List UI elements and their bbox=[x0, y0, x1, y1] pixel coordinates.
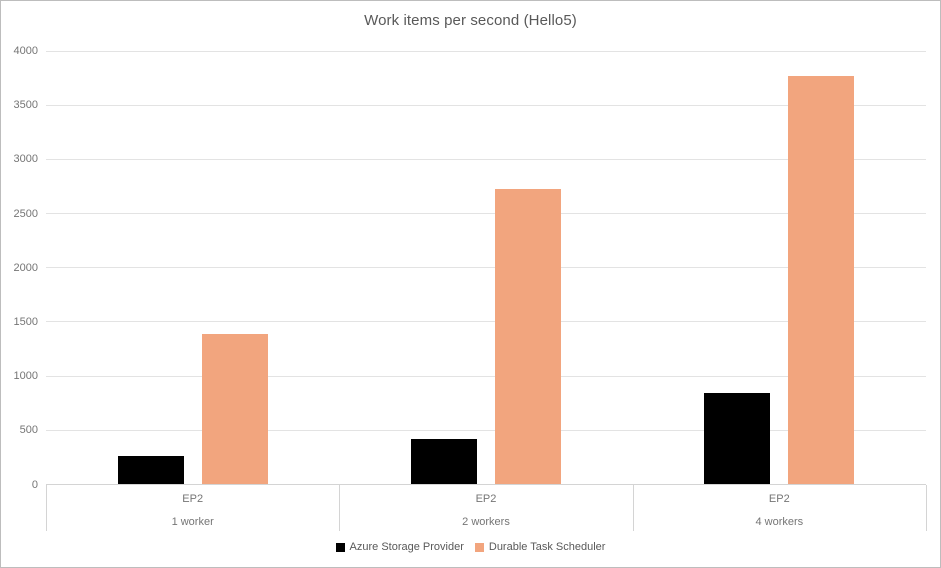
legend: Azure Storage Provider Durable Task Sched… bbox=[1, 541, 940, 553]
legend-item: Azure Storage Provider bbox=[335, 541, 464, 553]
x-axis-worker-label: 1 worker bbox=[171, 516, 214, 528]
gridline bbox=[46, 321, 926, 323]
y-axis-tick-label: 0 bbox=[31, 478, 38, 491]
x-axis-group-label: EP2 bbox=[768, 493, 790, 505]
chart-title: Work items per second (Hello5) bbox=[364, 12, 577, 29]
x-axis-worker-label: 4 workers bbox=[755, 516, 804, 528]
category-separator bbox=[46, 484, 47, 531]
legend-swatch-azure-storage-provider bbox=[335, 542, 345, 552]
bar-durable-task-scheduler bbox=[788, 75, 855, 485]
bar-azure-storage-provider bbox=[704, 393, 771, 485]
x-axis-group-label: EP2 bbox=[475, 493, 497, 505]
bar-durable-task-scheduler bbox=[495, 188, 561, 485]
bar-durable-task-scheduler bbox=[201, 333, 268, 485]
gridline bbox=[46, 375, 926, 377]
gridline bbox=[46, 158, 926, 160]
y-axis-tick-label: 1500 bbox=[13, 315, 38, 328]
gridline bbox=[46, 213, 926, 215]
gridline bbox=[46, 429, 926, 431]
bar-azure-storage-provider bbox=[411, 438, 477, 485]
y-axis-tick-label: 500 bbox=[19, 424, 38, 437]
y-axis-tick-label: 2500 bbox=[13, 207, 38, 220]
category-separator bbox=[339, 484, 341, 531]
bar-azure-storage-provider bbox=[117, 456, 184, 485]
legend-item: Durable Task Scheduler bbox=[474, 541, 606, 553]
y-axis-tick-label: 3500 bbox=[13, 99, 38, 112]
gridline bbox=[46, 267, 926, 269]
legend-swatch-durable-task-scheduler bbox=[474, 542, 484, 552]
gridline bbox=[46, 50, 926, 52]
x-axis-worker-label: 2 workers bbox=[462, 516, 510, 528]
y-axis-tick-label: 1000 bbox=[13, 370, 38, 383]
legend-label: Durable Task Scheduler bbox=[488, 541, 606, 553]
y-axis-tick-label: 4000 bbox=[13, 45, 38, 57]
gridline bbox=[46, 104, 926, 106]
y-axis-tick-label: 3000 bbox=[13, 153, 38, 166]
x-axis-group-label: EP2 bbox=[182, 493, 204, 505]
y-axis-tick-label: 2000 bbox=[13, 261, 38, 274]
x-axis-line bbox=[46, 484, 926, 485]
legend-label: Azure Storage Provider bbox=[349, 541, 464, 553]
category-separator bbox=[632, 484, 634, 531]
category-separator bbox=[926, 484, 927, 531]
